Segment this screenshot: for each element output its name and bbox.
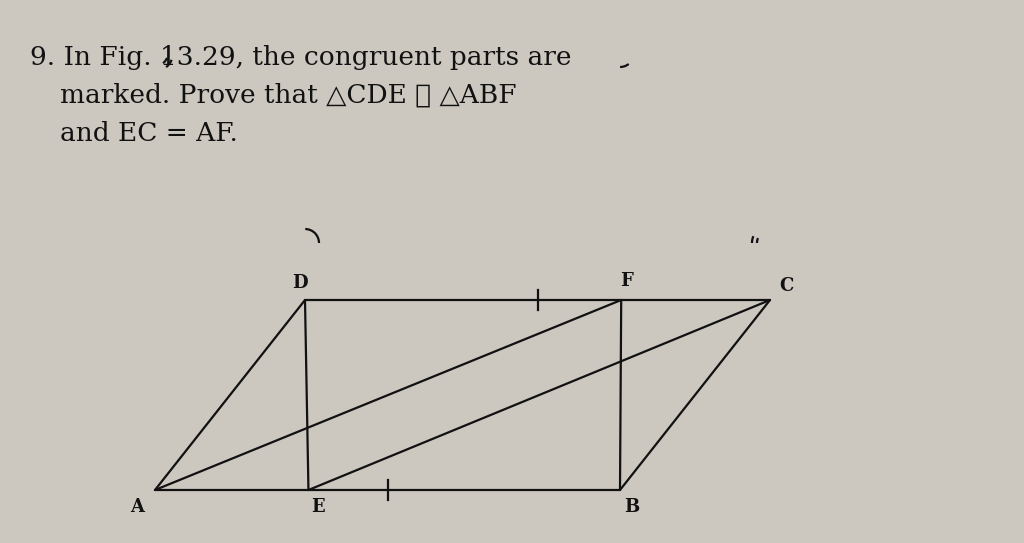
Text: A: A <box>130 498 144 516</box>
Text: E: E <box>311 498 326 516</box>
Text: marked. Prove that △CDE ≅ △ABF: marked. Prove that △CDE ≅ △ABF <box>60 83 517 108</box>
Text: B: B <box>625 498 640 516</box>
Text: F: F <box>620 272 633 290</box>
Text: and EC = AF.: and EC = AF. <box>60 121 238 146</box>
Text: D: D <box>292 274 308 292</box>
Text: 9. In Fig. 13.29, the congruent parts are: 9. In Fig. 13.29, the congruent parts ar… <box>30 45 571 70</box>
Text: C: C <box>779 277 794 295</box>
